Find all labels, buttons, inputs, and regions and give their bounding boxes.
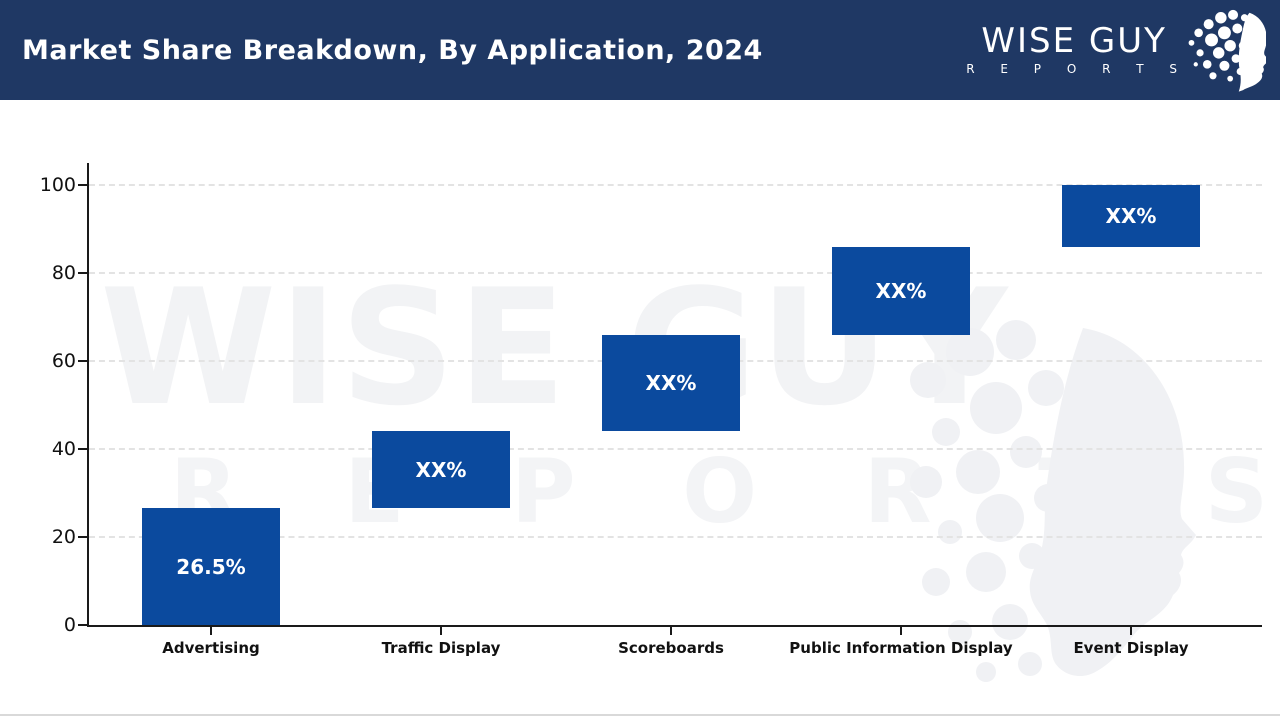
y-tick-label-20: 20 [51,526,76,548]
y-tick-0 [78,624,87,626]
category-label-3: Public Information Display [789,639,1013,657]
x-axis [87,625,1262,627]
category-label-0: Advertising [162,639,260,657]
bar-value-label: XX% [875,278,927,303]
category-label-1: Traffic Display [381,639,501,657]
chart-area: WISE GUY R E P O R T S 0 20 40 60 80 100 26.5%… [0,100,1280,720]
y-tick-label-60: 60 [51,350,76,372]
x-tick-1 [440,627,442,635]
y-tick-label-40: 40 [51,438,76,460]
category-label-2: Scoreboards [618,639,724,657]
y-tick-100 [78,184,87,186]
header-bar: Market Share Breakdown, By Application, … [0,0,1280,100]
y-tick-label-100: 100 [39,174,76,196]
x-tick-2 [670,627,672,635]
gridline-40 [89,448,1262,450]
gridline-20 [89,536,1262,538]
logo-wordmark: WISE GUY [981,21,1167,62]
bar-public-information-display: XX% [832,246,970,335]
x-tick-3 [900,627,902,635]
bar-value-label: XX% [1105,203,1157,228]
bar-value-label: 26.5% [176,554,246,579]
bottom-divider [0,714,1280,716]
logo-subtitle: R E P O R T S [966,61,1188,76]
y-tick-40 [78,448,87,450]
wise-guy-logo: WISE GUY R E P O R T S [960,7,1266,93]
y-tick-60 [78,360,87,362]
x-tick-0 [210,627,212,635]
y-tick-label-0: 0 [63,614,76,636]
bar-scoreboards: XX% [602,334,740,432]
bar-advertising: 26.5% [142,508,280,625]
x-tick-4 [1130,627,1132,635]
bar-event-display: XX% [1062,185,1200,247]
watermark-face-icon [910,320,1196,682]
logo-face-icon [1188,9,1266,92]
y-tick-80 [78,272,87,274]
gridline-80 [89,272,1262,274]
gridline-100 [89,184,1262,186]
bar-value-label: XX% [645,370,697,395]
page-title: Market Share Breakdown, By Application, … [22,34,763,66]
bar-traffic-display: XX% [372,431,510,509]
y-tick-label-80: 80 [51,262,76,284]
category-label-4: Event Display [1073,639,1189,657]
y-tick-20 [78,536,87,538]
bar-value-label: XX% [415,457,467,482]
y-axis [87,163,89,627]
